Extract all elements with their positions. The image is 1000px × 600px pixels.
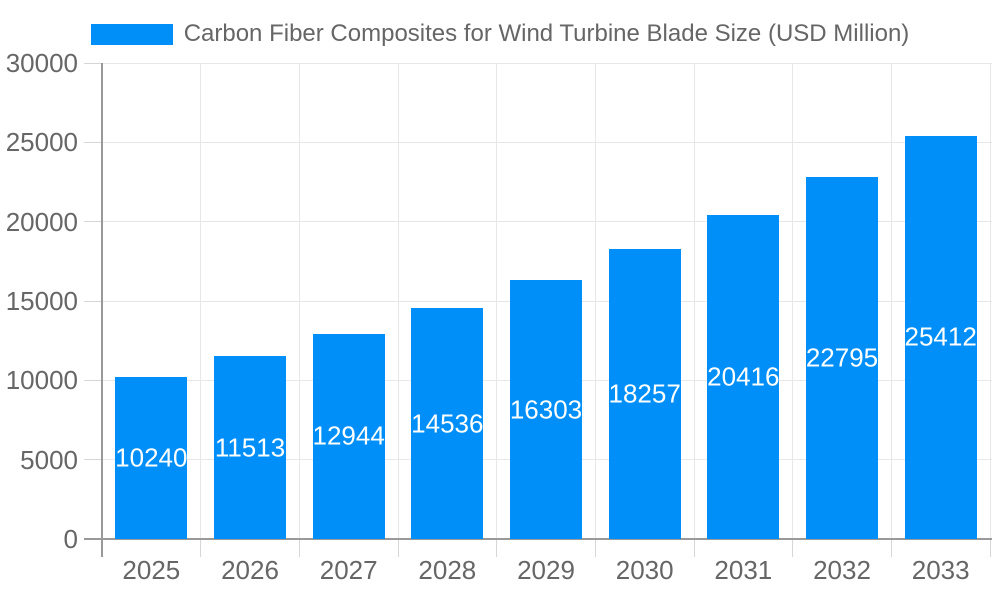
x-axis-tick-label: 2028 [418, 555, 477, 585]
legend-label: Carbon Fiber Composites for Wind Turbine… [183, 20, 910, 47]
x-axis-tick [792, 539, 794, 557]
bar[interactable] [608, 249, 681, 539]
x-axis-tick [496, 539, 498, 557]
bar-value-label: 10240 [115, 442, 188, 473]
bar-value-label: 25412 [904, 321, 977, 352]
x-axis-tick-label: 2029 [517, 555, 575, 585]
bar[interactable] [312, 333, 385, 539]
y-axis-tick-label: 5000 [20, 444, 78, 475]
y-axis-tick [84, 459, 102, 461]
x-axis-tick-label: 2030 [615, 555, 674, 585]
x-axis-tick [594, 539, 596, 557]
gridline-horizontal [102, 221, 992, 223]
y-axis-tick [84, 221, 102, 223]
bar-value-label: 22795 [805, 342, 879, 373]
y-axis-tick [84, 379, 102, 381]
gridline-vertical [693, 63, 695, 539]
gridline-vertical [594, 63, 596, 539]
bar[interactable] [411, 308, 484, 539]
x-axis-tick [989, 539, 991, 557]
y-axis-tick-label: 0 [63, 524, 78, 554]
y-axis-tick-label: 30000 [5, 48, 78, 78]
bar-value-label: 12944 [312, 420, 385, 451]
gridline-vertical [792, 63, 794, 539]
x-axis-tick [693, 539, 695, 557]
gridline-vertical [298, 63, 300, 539]
bar-value-label: 20416 [707, 361, 780, 392]
x-axis-tick-label: 2027 [319, 555, 378, 585]
gridline-vertical [200, 63, 202, 539]
y-axis-tick-label: 15000 [5, 286, 78, 316]
gridline-horizontal [102, 62, 992, 64]
x-axis-tick-label: 2033 [911, 555, 970, 585]
x-axis-tick-label: 2032 [813, 555, 871, 585]
gridline-vertical [496, 63, 498, 539]
bar-value-label: 14536 [411, 408, 484, 439]
gridline-vertical [397, 63, 399, 539]
bar[interactable] [806, 177, 878, 539]
bar[interactable] [214, 356, 286, 539]
gridline-horizontal [102, 141, 992, 143]
bar[interactable] [115, 376, 188, 539]
y-axis-tick [84, 300, 102, 302]
gridline-vertical [989, 63, 991, 539]
x-axis-line [84, 538, 992, 540]
bar-value-label: 18257 [608, 378, 681, 409]
y-axis-line [101, 63, 103, 557]
legend-swatch [90, 23, 173, 45]
y-axis-tick-label: 20000 [5, 206, 78, 237]
x-axis-tick [298, 539, 300, 557]
bar[interactable] [707, 215, 780, 539]
x-axis-tick [890, 539, 892, 557]
legend-item[interactable]: Carbon Fiber Composites for Wind Turbine… [90, 20, 910, 48]
x-axis-tick [397, 539, 399, 557]
y-axis-tick [84, 62, 102, 64]
bar[interactable] [904, 135, 977, 539]
legend: Carbon Fiber Composites for Wind Turbine… [0, 20, 1000, 48]
gridline-vertical [890, 63, 892, 539]
y-axis-tick-label: 25000 [5, 127, 78, 158]
y-axis-tick [84, 141, 102, 143]
x-axis-tick-label: 2025 [122, 555, 181, 585]
x-axis-tick [200, 539, 202, 557]
bar-value-label: 11513 [214, 432, 286, 463]
x-axis-tick-label: 2026 [221, 555, 279, 585]
bar[interactable] [510, 280, 582, 539]
x-axis-tick-label: 2031 [714, 555, 773, 585]
bar-value-label: 16303 [509, 394, 583, 425]
y-axis-tick-label: 10000 [5, 365, 78, 396]
